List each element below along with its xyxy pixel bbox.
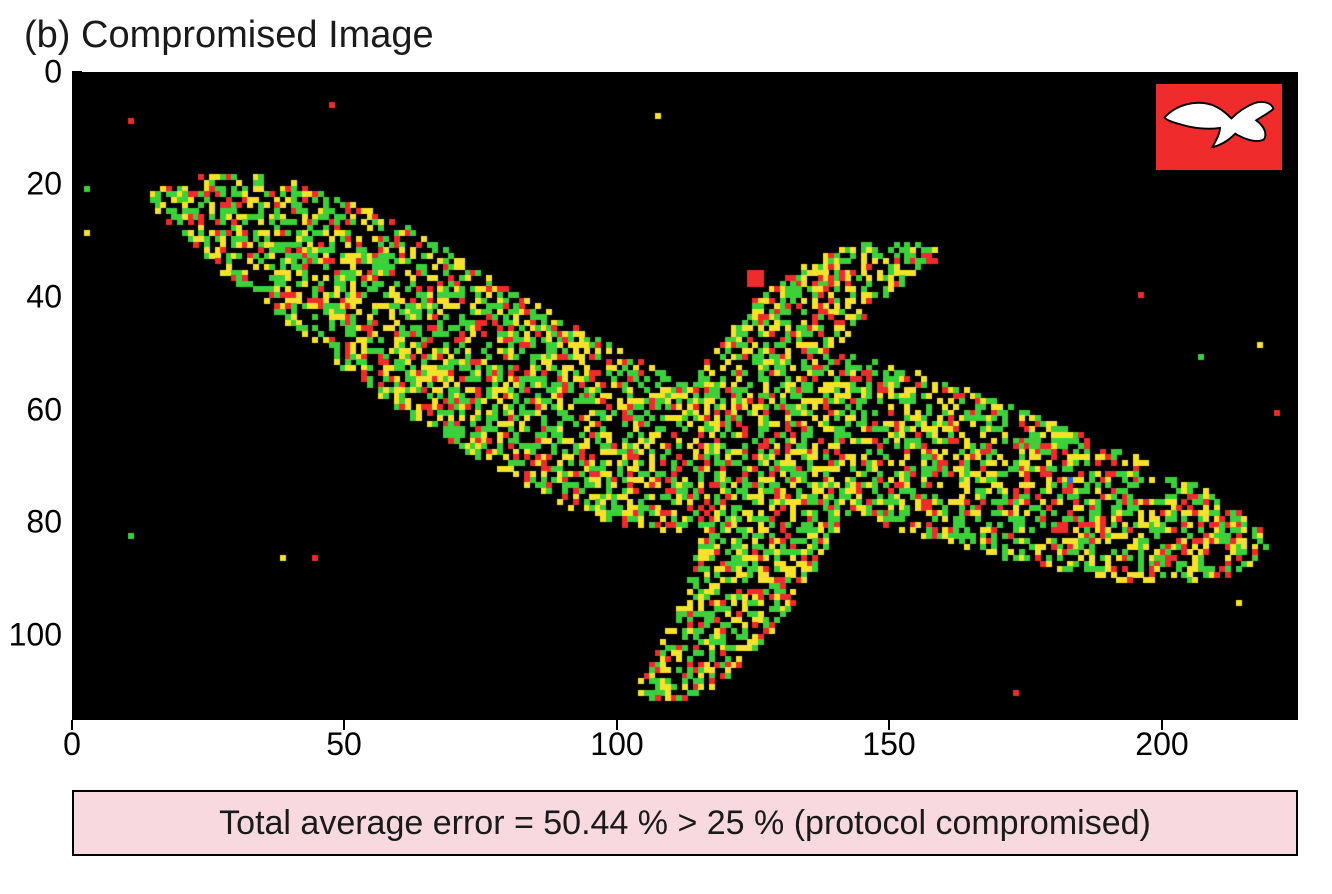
x-tick-mark: [616, 720, 618, 730]
y-tick-label: 100: [2, 617, 62, 654]
x-tick-mark: [1161, 720, 1163, 730]
x-tick-label: 200: [1135, 726, 1188, 763]
bird-icon: [1156, 84, 1282, 170]
y-tick-label: 0: [2, 54, 62, 91]
x-tick-label: 150: [862, 726, 915, 763]
figure-panel: (b) Compromised Image 0 20 40 60 80 100 …: [0, 0, 1332, 894]
x-tick-mark: [343, 720, 345, 730]
status-badge: [1154, 82, 1284, 172]
x-tick-mark: [71, 720, 73, 730]
y-tick-label: 80: [2, 504, 62, 541]
panel-label: (b) Compromised Image: [24, 14, 434, 57]
caption-text: Total average error = 50.44 % > 25 % (pr…: [219, 804, 1151, 843]
x-tick-label: 50: [326, 726, 362, 763]
heatmap-plot: [72, 72, 1298, 720]
bird-icon-path: [1165, 102, 1274, 147]
x-tick-mark: [888, 720, 890, 730]
y-tick-label: 20: [2, 166, 62, 203]
heatmap-canvas: [74, 74, 1296, 718]
x-tick-label: 0: [63, 726, 81, 763]
y-tick-label: 60: [2, 392, 62, 429]
y-tick-label: 40: [2, 279, 62, 316]
x-tick-label: 100: [590, 726, 643, 763]
caption-box: Total average error = 50.44 % > 25 % (pr…: [72, 790, 1298, 856]
